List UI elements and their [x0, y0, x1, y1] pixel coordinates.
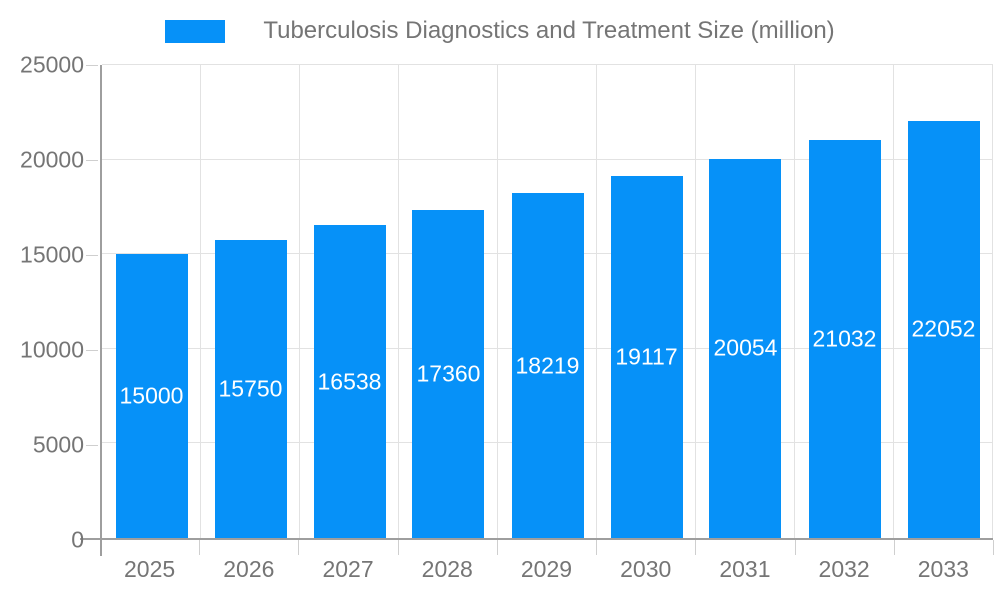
legend-swatch-icon	[165, 19, 226, 43]
gridline-horizontal	[102, 158, 993, 160]
x-axis-tick	[794, 540, 796, 555]
gridline-vertical	[199, 65, 201, 538]
gridline-vertical	[496, 65, 498, 538]
bar-value-label: 16538	[317, 368, 382, 395]
x-axis-tick-label: 2025	[124, 556, 176, 582]
x-axis-tick-label: 2030	[620, 556, 672, 582]
bar-2028: 17360	[412, 209, 485, 538]
x-axis-tick-label: 2032	[818, 556, 870, 582]
y-axis-tick	[86, 65, 98, 66]
bar-value-label: 20054	[713, 334, 778, 361]
y-axis-tick-label: 10000	[20, 336, 84, 363]
bar-value-label: 15750	[218, 375, 283, 402]
bar-2027: 16538	[313, 225, 386, 538]
bar-value-label: 17360	[416, 360, 481, 387]
y-axis-tick-label: 0	[71, 526, 84, 553]
gridline-vertical	[596, 65, 597, 538]
bar-slot: 18219	[498, 65, 597, 538]
bar-2033: 22052	[907, 120, 980, 538]
x-axis-tick-label: 2029	[520, 556, 573, 582]
gridline-vertical	[397, 65, 399, 538]
x-axis-tick-label: 2028	[421, 556, 473, 582]
bar-slot: 17360	[399, 65, 498, 538]
bar-2031: 20054	[709, 158, 782, 538]
x-axis-tick-label: 2033	[917, 556, 969, 582]
bar-slot: 20054	[696, 65, 795, 538]
x-axis-tick-label: 2027	[322, 556, 374, 582]
y-axis-tick	[86, 160, 98, 161]
bar-2030: 19117	[610, 176, 683, 538]
x-axis-tick	[496, 540, 498, 555]
x-axis-tick	[397, 540, 399, 555]
bar-2025: 15000	[115, 254, 188, 538]
bar-2032: 21032	[808, 140, 881, 538]
y-axis-tick	[86, 445, 98, 446]
bar-slot: 21032	[795, 65, 894, 538]
x-axis-labels: 2025 2026 2027 2028 2029 2030 2031 2032 2033	[100, 552, 993, 586]
bar-value-label: 15000	[119, 382, 184, 409]
chart-title: Tuberculosis Diagnostics and Treatment S…	[263, 17, 835, 44]
plot-area: 15000 15750 16538 17360 18219 19117 20054 21032…	[100, 64, 993, 540]
y-axis-tick-label: 15000	[20, 241, 84, 268]
y-axis-tick	[86, 350, 98, 351]
bar-value-label: 21032	[812, 325, 877, 352]
chart-legend: Tuberculosis Diagnostics and Treatment S…	[0, 16, 1000, 46]
gridline-vertical	[298, 65, 300, 538]
y-axis-tick	[86, 255, 98, 256]
bar-2026: 15750	[214, 240, 287, 538]
x-axis-line-extension	[80, 538, 100, 540]
gridline-vertical	[794, 65, 795, 538]
bar-2029: 18219	[511, 193, 584, 538]
x-axis-tick	[199, 540, 201, 555]
y-axis-tick-label: 5000	[32, 431, 84, 458]
bar-slot: 22052	[894, 65, 993, 538]
bar-slot: 16538	[300, 65, 399, 538]
bar-value-label: 18219	[515, 352, 580, 379]
gridline-vertical	[992, 65, 993, 538]
x-axis-tick	[298, 540, 300, 555]
gridline-vertical	[892, 65, 894, 538]
y-axis-tick-label: 25000	[20, 51, 84, 78]
y-axis-tick-label: 20000	[20, 146, 84, 173]
bar-slot: 15000	[102, 65, 201, 538]
bar-value-label: 22052	[911, 315, 976, 342]
x-axis-tick	[893, 540, 895, 555]
y-axis-line-extension	[100, 540, 102, 556]
x-axis-tick	[993, 540, 994, 555]
bar-value-label: 19117	[615, 343, 678, 370]
x-axis-tick	[695, 540, 697, 555]
bar-slot: 15750	[201, 65, 300, 538]
gridline-horizontal	[102, 64, 993, 65]
bar-slot: 19117	[597, 65, 696, 538]
x-axis-tick-label: 2031	[719, 556, 771, 582]
x-axis-tick-label: 2026	[223, 556, 275, 582]
x-axis-tick	[596, 540, 598, 555]
gridline-vertical	[694, 65, 696, 538]
